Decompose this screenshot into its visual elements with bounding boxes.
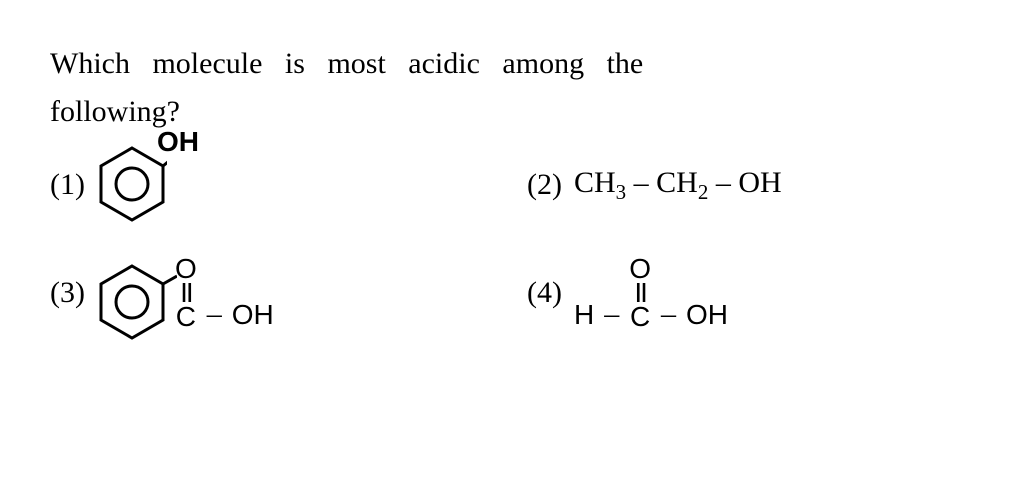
option-number: (1)	[50, 168, 85, 202]
option-1: (1) OH	[50, 146, 497, 224]
hydroxyl-label: OH	[157, 126, 199, 158]
q-word: molecule	[152, 40, 262, 88]
benzene-ring-icon	[97, 264, 167, 342]
option-number: (2)	[527, 168, 562, 202]
option-number: (3)	[50, 276, 85, 310]
options-grid: (1) OH (2) CH3 – CH2 – OH (3)	[50, 146, 974, 342]
hydrogen-label: H	[574, 299, 594, 331]
q-word: the	[607, 40, 644, 88]
formula-part: – CH	[626, 166, 698, 199]
bond-dash: –	[655, 297, 682, 331]
hydroxyl-label: OH	[686, 299, 728, 331]
option-2: (2) CH3 – CH2 – OH	[527, 166, 974, 205]
carbonyl-stack: O II C	[175, 255, 197, 332]
q-word: among	[502, 40, 584, 88]
hydroxyl-label: OH	[232, 299, 274, 331]
carboxyl-group: O II C – OH	[175, 255, 274, 332]
carbonyl-stack: O II C	[629, 255, 651, 332]
option-4: (4) H – O II C – OH	[527, 255, 974, 332]
q-word: acidic	[408, 40, 480, 88]
carbon-label: C	[176, 303, 196, 331]
bond-dash: –	[598, 297, 625, 331]
q-word: is	[285, 40, 305, 88]
question-text: Which molecule is most acidic among the …	[50, 40, 974, 136]
option-3: (3) O II C – OH	[50, 244, 497, 342]
carbon-label: C	[630, 303, 650, 331]
option-number: (4)	[527, 276, 562, 310]
phenol-structure: OH	[97, 146, 167, 224]
formula-part: – OH	[708, 166, 781, 199]
formic-acid-structure: H – O II C – OH	[574, 255, 728, 332]
bond-dash: –	[201, 297, 228, 331]
double-bond-icon: II	[634, 285, 646, 302]
ethanol-formula: CH3 – CH2 – OH	[574, 166, 782, 205]
formula-sub: 2	[698, 180, 709, 204]
double-bond-icon: II	[180, 285, 192, 302]
q-word: most	[327, 40, 385, 88]
formula-part: CH	[574, 166, 616, 199]
q-word: Which	[50, 40, 130, 88]
formula-sub: 3	[616, 180, 627, 204]
